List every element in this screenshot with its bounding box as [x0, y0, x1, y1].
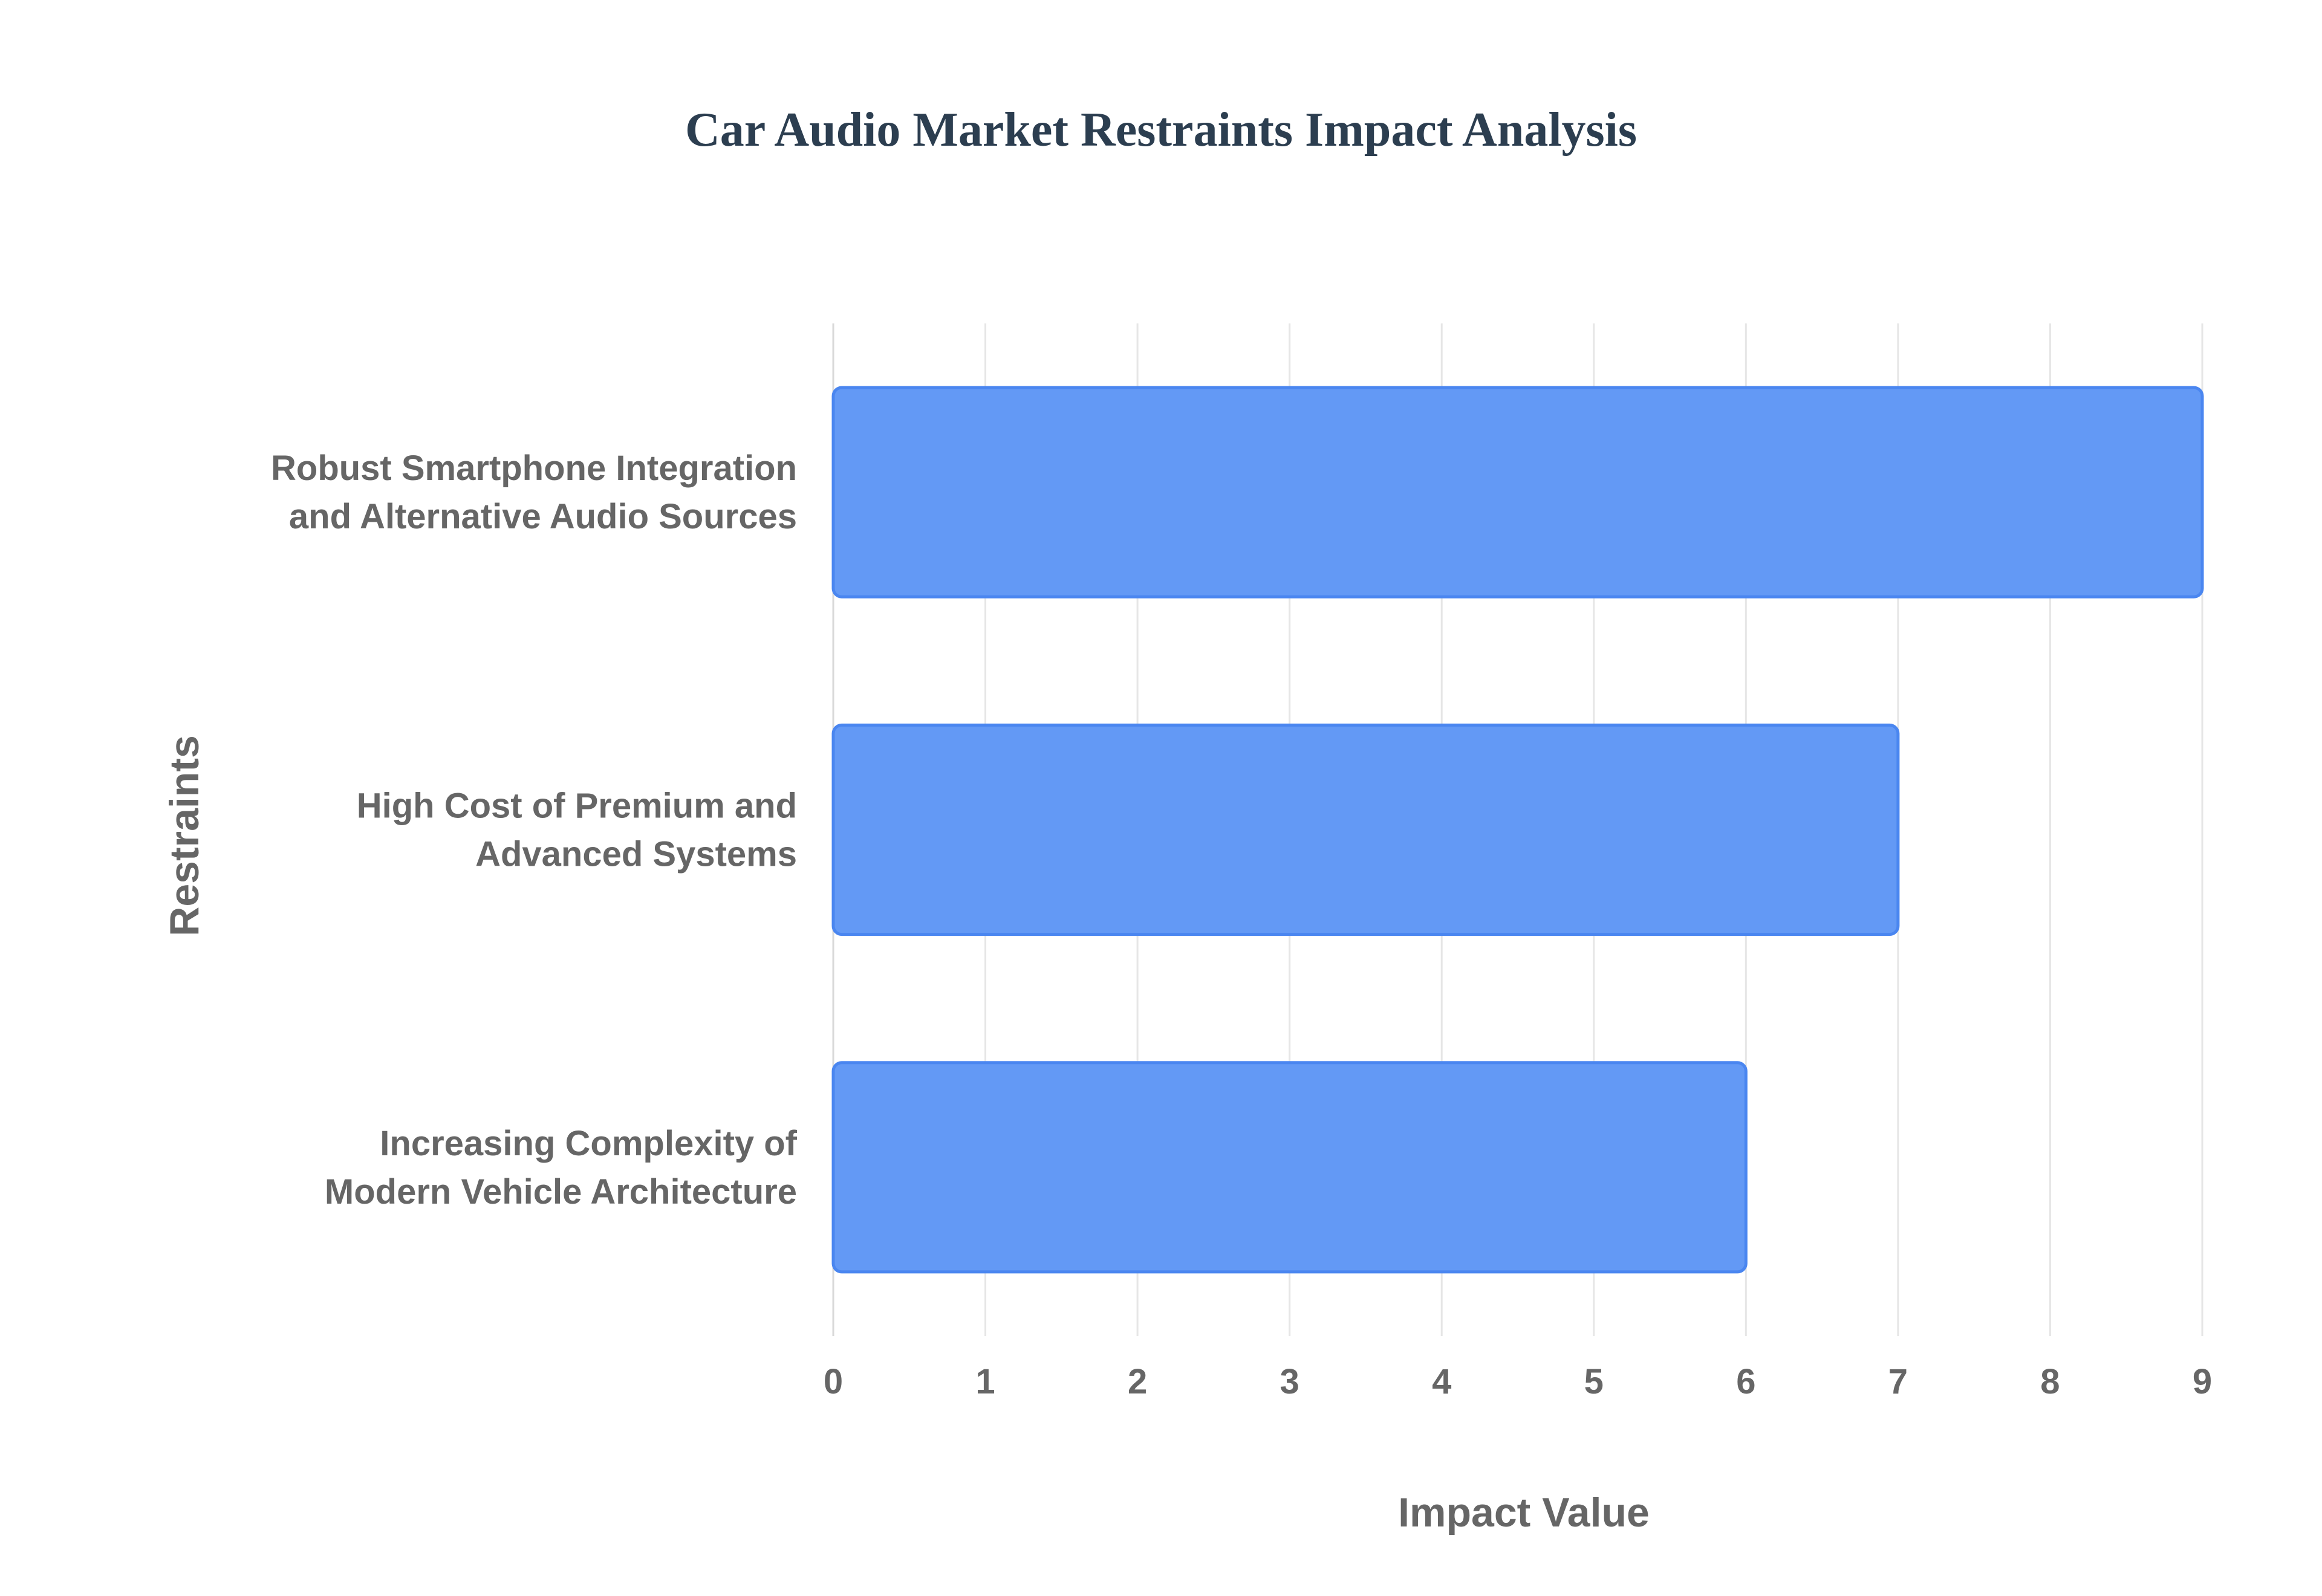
- bar: [831, 386, 2204, 598]
- category-label: Increasing Complexity of Modern Vehicle A…: [325, 1124, 798, 1212]
- category-label-line: Robust Smartphone Integration: [271, 449, 797, 488]
- category-label-line: Increasing Complexity of: [380, 1124, 797, 1163]
- x-tick-label: 5: [1584, 1362, 1604, 1401]
- y-axis-title: Restraints: [161, 735, 207, 936]
- category-label-line: Advanced Systems: [475, 835, 797, 874]
- x-tick-label: 0: [824, 1362, 843, 1401]
- x-axis-title: Impact Value: [1398, 1490, 1650, 1536]
- category-label-line: and Alternative Audio Sources: [289, 497, 797, 536]
- x-tick-label: 1: [975, 1362, 995, 1401]
- x-tick-label: 6: [1736, 1362, 1755, 1401]
- x-tick-label: 9: [2193, 1362, 2212, 1401]
- x-tick-label: 8: [2040, 1362, 2060, 1401]
- category-label: Robust Smartphone Integration and Alterna…: [271, 449, 797, 536]
- x-tick-label: 3: [1280, 1362, 1299, 1401]
- category-label-line: Modern Vehicle Architecture: [325, 1172, 797, 1212]
- x-tick-label: 2: [1128, 1362, 1147, 1401]
- category-label: High Cost of Premium and Advanced Systems: [357, 787, 797, 874]
- chart-title: Car Audio Market Restraints Impact Analy…: [685, 103, 1637, 157]
- x-tick-label: 7: [1888, 1362, 1908, 1401]
- x-tick-label: 4: [1432, 1362, 1451, 1401]
- category-label-line: High Cost of Premium and: [357, 787, 797, 826]
- bar: [831, 723, 1900, 936]
- bar: [831, 1061, 1748, 1274]
